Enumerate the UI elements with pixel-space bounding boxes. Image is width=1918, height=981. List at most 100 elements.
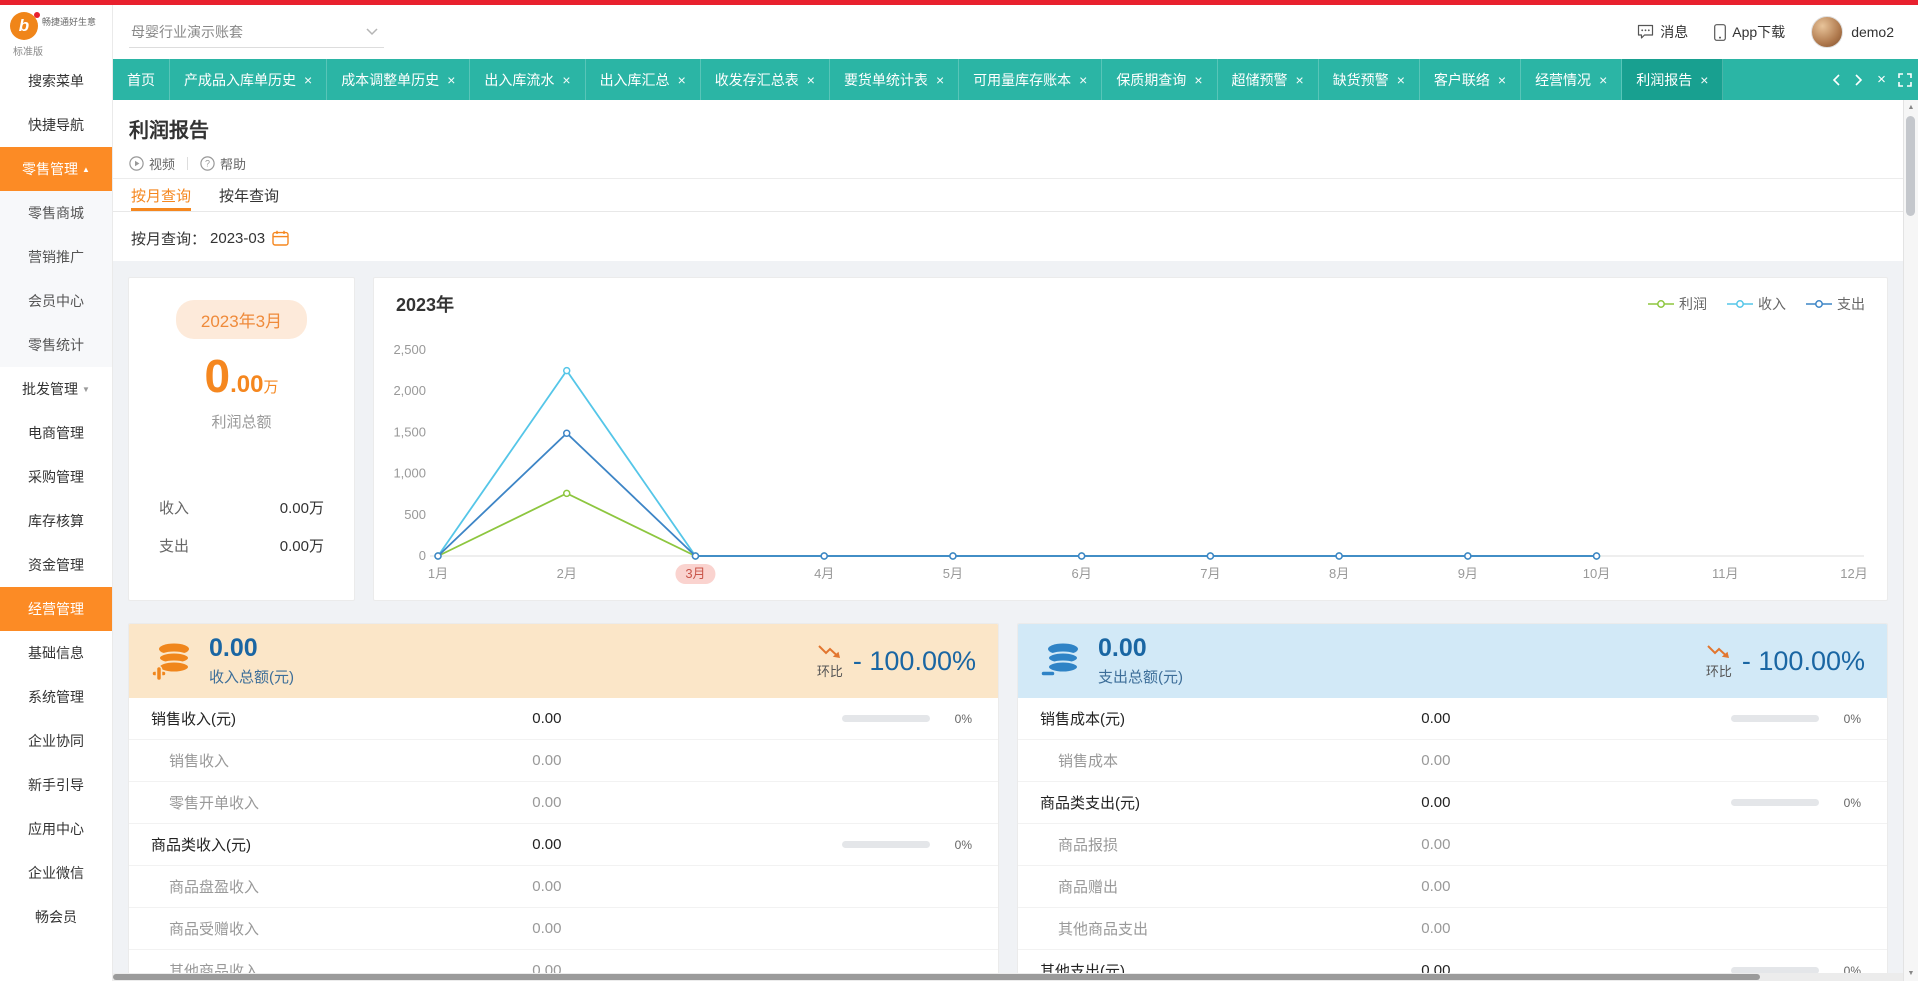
row-value: 0.00万	[279, 537, 324, 555]
legend-marker-icon	[1806, 300, 1832, 308]
sidebar-item[interactable]: 营销推广	[0, 235, 112, 279]
tab-close-icon[interactable]: ×	[562, 71, 571, 88]
tab-item[interactable]: 客户联络 ×	[1420, 59, 1522, 100]
app-logo: b 畅捷通好生意 标准版	[0, 5, 112, 59]
horizontal-scrollbar-thumb[interactable]	[113, 974, 1760, 980]
sidebar-item[interactable]: 库存核算	[0, 499, 112, 543]
tabs-scroll-right-button[interactable]	[1847, 59, 1870, 100]
tab-item[interactable]: 产成品入库单历史 ×	[170, 59, 328, 100]
tab-item[interactable]: 可用量库存账本 ×	[959, 59, 1103, 100]
legend-marker-icon	[1727, 300, 1753, 308]
tab-label: 首页	[127, 71, 155, 88]
legend-item[interactable]: 支出	[1806, 294, 1865, 314]
tab-item[interactable]: 缺货预警 ×	[1319, 59, 1420, 100]
tab-item[interactable]: 收发存汇总表 ×	[701, 59, 830, 100]
row-label: 商品类收入(元)	[151, 837, 251, 854]
sidebar-item[interactable]: 基础信息	[0, 631, 112, 675]
sidebar-item[interactable]: 企业微信	[0, 851, 112, 895]
sidebar-item[interactable]: 电商管理	[0, 411, 112, 455]
sidebar-item-label: 零售统计	[28, 337, 84, 353]
divider	[187, 157, 189, 170]
logo-subtitle: 标准版	[13, 47, 43, 58]
breakdown-row: 销售成本 0.00	[1018, 740, 1887, 782]
tab-item[interactable]: 首页	[113, 59, 170, 100]
tab-close-icon[interactable]: ×	[1700, 71, 1709, 88]
messages-button[interactable]: 消息	[1637, 22, 1688, 42]
scroll-up-arrow[interactable]: ▲	[1907, 104, 1915, 111]
progress-bar	[1731, 715, 1819, 722]
help-link[interactable]: ? 帮助	[200, 154, 246, 173]
legend-label: 支出	[1837, 296, 1865, 312]
user-menu[interactable]: demo2	[1811, 16, 1894, 48]
fullscreen-button[interactable]	[1893, 59, 1916, 100]
profit-total-label: 利润总额	[211, 414, 272, 431]
row-label: 商品类支出(元)	[1040, 795, 1140, 812]
row-percent: 0%	[954, 837, 972, 852]
tab-item[interactable]: 出入库流水 ×	[470, 59, 586, 100]
sidebar-item[interactable]: 零售管理 ▲	[0, 147, 112, 191]
tab-item[interactable]: 利润报告 ×	[1622, 59, 1724, 100]
sidebar-item[interactable]: 搜索菜单	[0, 59, 112, 103]
row-label: 销售成本(元)	[1040, 711, 1125, 728]
tab-close-icon[interactable]: ×	[1599, 71, 1608, 88]
sidebar-item[interactable]: 快捷导航	[0, 103, 112, 147]
sidebar-item[interactable]: 系统管理	[0, 675, 112, 719]
tab-close-icon[interactable]: ×	[1079, 71, 1088, 88]
svg-text:6月: 6月	[1072, 566, 1092, 581]
legend-marker-icon	[1648, 300, 1674, 308]
close-all-tabs-button[interactable]: ×	[1877, 71, 1886, 88]
tab-controls: ×	[1824, 59, 1918, 100]
svg-text:1,000: 1,000	[393, 466, 426, 481]
tab-item[interactable]: 成本调整单历史 ×	[327, 59, 471, 100]
legend-item[interactable]: 收入	[1727, 294, 1786, 314]
tab-item[interactable]: 要货单统计表 ×	[830, 59, 960, 100]
legend-item[interactable]: 利润	[1648, 294, 1707, 314]
sidebar-item[interactable]: 应用中心	[0, 807, 112, 851]
row-value: 0.00	[1421, 920, 1451, 937]
sidebar-item[interactable]: 会员中心	[0, 279, 112, 323]
sidebar-item[interactable]: 批发管理 ▼	[0, 367, 112, 411]
vertical-scrollbar[interactable]: ▲ ▼	[1903, 100, 1918, 981]
tabs-scroll-left-button[interactable]	[1824, 59, 1847, 100]
app-download-button[interactable]: App下载	[1714, 22, 1785, 42]
account-selector[interactable]: 母婴行业演示账套	[129, 16, 384, 48]
tab-yearly-query[interactable]: 按年查询	[219, 187, 280, 205]
tab-monthly-query[interactable]: 按月查询	[131, 179, 192, 211]
sidebar-item[interactable]: 新手引导	[0, 763, 112, 807]
income-total-label: 收入总额(元)	[209, 668, 294, 686]
tab-item[interactable]: 经营情况 ×	[1521, 59, 1623, 100]
vertical-scrollbar-thumb[interactable]	[1906, 116, 1915, 216]
amount-integer: 0	[204, 350, 231, 402]
video-link[interactable]: 视频	[129, 154, 175, 173]
tab-item[interactable]: 保质期查询 ×	[1102, 59, 1218, 100]
tab-close-icon[interactable]: ×	[935, 71, 945, 88]
tab-close-icon[interactable]: ×	[1396, 71, 1405, 88]
tab-label: 缺货预警	[1332, 71, 1389, 88]
tab-close-icon[interactable]: ×	[1194, 71, 1203, 88]
sidebar-item[interactable]: 经营管理	[0, 587, 112, 631]
sidebar-item-label: 采购管理	[28, 469, 84, 485]
sidebar-item[interactable]: 企业协同	[0, 719, 112, 763]
sidebar-item[interactable]: 零售商城	[0, 191, 112, 235]
tab-close-icon[interactable]: ×	[806, 71, 815, 88]
tab-label: 经营情况	[1535, 71, 1592, 88]
sidebar-item[interactable]: 采购管理	[0, 455, 112, 499]
scroll-down-arrow[interactable]: ▼	[1907, 970, 1915, 977]
tab-close-icon[interactable]: ×	[447, 71, 456, 88]
month-picker[interactable]: 2023-03	[210, 230, 289, 247]
svg-text:3月: 3月	[685, 566, 705, 581]
sidebar-item[interactable]: 畅会员	[0, 895, 112, 939]
tab-close-icon[interactable]: ×	[677, 71, 686, 88]
tab-item[interactable]: 出入库汇总 ×	[586, 59, 701, 100]
tab-close-icon[interactable]: ×	[304, 71, 313, 88]
chart-title: 2023年	[396, 295, 455, 315]
horizontal-scrollbar[interactable]	[113, 973, 1903, 981]
sidebar-item[interactable]: 资金管理	[0, 543, 112, 587]
tab-close-icon[interactable]: ×	[1497, 71, 1507, 88]
sidebar-item[interactable]: 零售统计	[0, 323, 112, 367]
month-picker-value: 2023-03	[210, 229, 266, 247]
svg-text:2月: 2月	[557, 566, 577, 581]
tab-item[interactable]: 超储预警 ×	[1218, 59, 1319, 100]
tab-close-icon[interactable]: ×	[1295, 71, 1304, 88]
